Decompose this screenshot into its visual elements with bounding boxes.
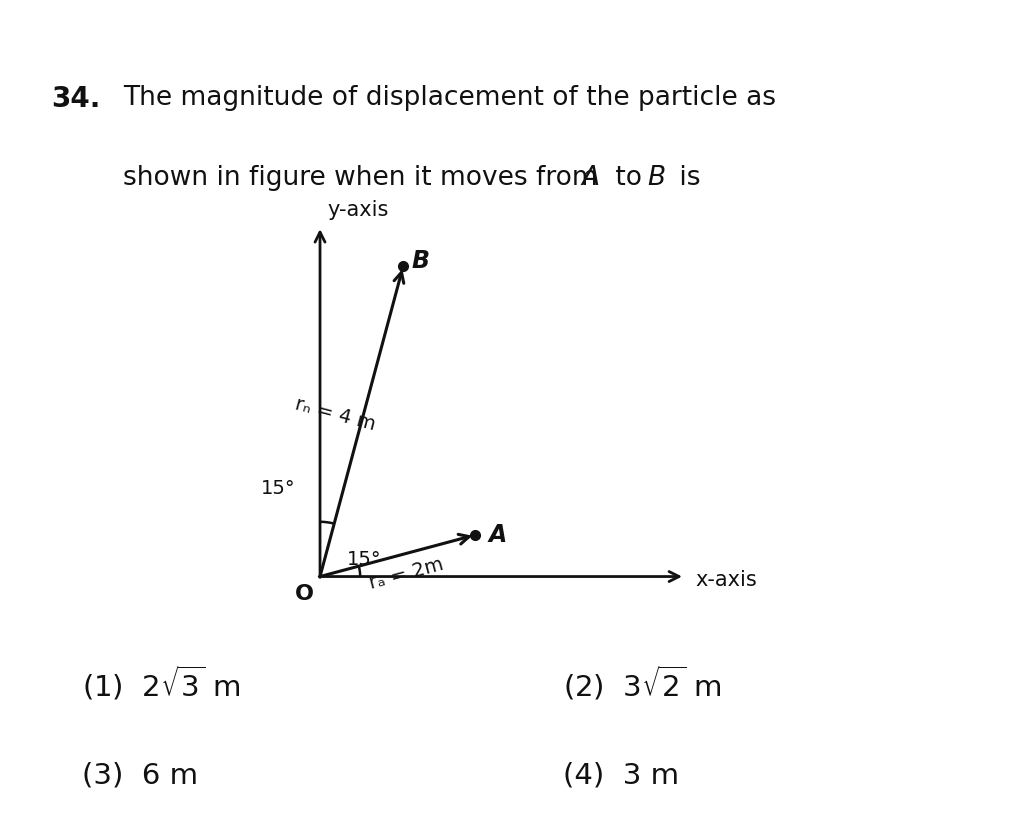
Text: rₐ = 2m: rₐ = 2m	[368, 555, 445, 593]
Text: to: to	[607, 165, 650, 191]
Text: O: O	[295, 584, 313, 604]
Text: A: A	[582, 165, 600, 191]
Text: rₙ = 4 m: rₙ = 4 m	[293, 395, 377, 434]
Text: (2)  $3\sqrt{2}$ m: (2) $3\sqrt{2}$ m	[563, 664, 722, 703]
Text: x-axis: x-axis	[696, 570, 758, 590]
Text: 34.: 34.	[51, 85, 100, 112]
Text: B: B	[647, 165, 666, 191]
Text: y-axis: y-axis	[328, 200, 389, 221]
Text: shown in figure when it moves from: shown in figure when it moves from	[123, 165, 606, 191]
Text: 15°: 15°	[346, 550, 381, 569]
Text: The magnitude of displacement of the particle as: The magnitude of displacement of the par…	[123, 85, 776, 111]
Text: B: B	[412, 248, 430, 273]
Text: (3)  6 m: (3) 6 m	[82, 762, 198, 790]
Text: (1)  $2\sqrt{3}$ m: (1) $2\sqrt{3}$ m	[82, 664, 241, 703]
Text: 15°: 15°	[260, 479, 295, 498]
Text: is: is	[671, 165, 700, 191]
Text: (4)  3 m: (4) 3 m	[563, 762, 679, 790]
Text: A: A	[488, 523, 507, 547]
